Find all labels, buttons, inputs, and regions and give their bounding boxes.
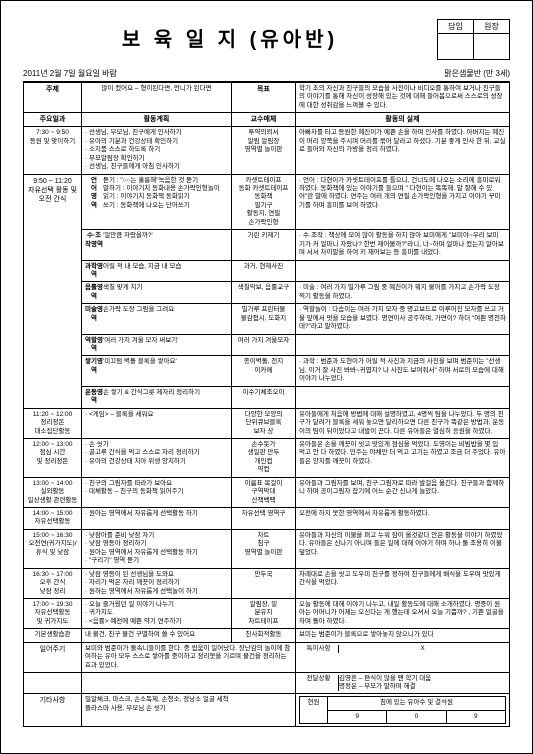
note-cell: · 역할놀이 : 다솜이는 여러 가지 모자 중 명고보드로 이루어진 모자를 … <box>296 304 510 334</box>
note-cell: · 과학 : 범준과 도현이가 어릴 적 사진과 지금의 사진을 보며 범준이는… <box>296 356 510 386</box>
time-cell: 17:00 ~ 19:30자유선택활동및 귀가지도 <box>24 598 82 628</box>
note-cell: · 언어 : 다현이가 카셋트테이프를 틀으니, 건너도에 나오는 소리에 흥미… <box>296 174 510 230</box>
note-cell: 유아들과 자신의 이불을 펴고 누워 잠이 올것같다 안은 활동을 이야기 하였… <box>296 529 510 568</box>
plan-cell: 언어영역듣기 : "○○는 훌륭해"녹음한 것 듣기말하기 : 이야기치 동화내… <box>82 174 232 230</box>
media-cell: 자유선택 영역구 <box>232 508 296 530</box>
media-cell: 다양한 모양의단위큐브블록보자 상 <box>232 408 296 438</box>
page-title: 보 육 일 지 (유아반) <box>23 19 437 52</box>
time-cell: 9:50 ~ 11:20자유선택 활동 및오전 간식 <box>24 174 82 408</box>
plan-cell: · <게임> – 블록을 세워요 <box>82 408 232 438</box>
note-cell: 보미는 범준이가 블록으로 쌓아놓지 않으니가 있다 <box>296 629 510 642</box>
cell: 교수매체 <box>232 113 296 127</box>
topic-text: 많이 컸어요 – 형이된다면, 언니가 된다면 <box>82 83 232 113</box>
time-cell: 7:30 ~ 9:50등원 및 맞이하기 <box>24 127 82 174</box>
note-cell: 오늘 활동에 대해 이야기 나누고, 내일 활동도에 대해 소개하였다. 명중이… <box>296 598 510 628</box>
plan-cell: 운동영역손 쌓기 & 간식그릇 제자리 정리하기 <box>82 386 232 408</box>
topic-label: 주제 <box>24 83 82 113</box>
etc-text: 밀알체크, 마스크, 손소독제, 손청소, 정낭소 얼굴 세척플라스마 사용, … <box>82 694 296 727</box>
plan-cell: · 오늘 즐거웠던 일 이야기 나누기· 귀가지도· <음률> 예전에 예쁜 약… <box>82 598 232 628</box>
media-cell: 손수돗가생일판 만두개인컵약컵 <box>232 438 296 477</box>
eval-row: 전달상황김영흔 – 편식이 많을 땐 학기 대움명정운 – 부모가 말하며 해결 <box>296 673 510 694</box>
note-cell: 유아들은 손을 깨끗이 씻고 맛있게 점심을 먹었다. 도영이는 비빔밥을 몇 … <box>296 438 510 477</box>
note-cell <box>296 260 510 282</box>
time-cell: 14:00 ~ 15:00자유선택활동 <box>24 508 82 530</box>
plan-cell: 음률영역색칠 맞게 치기 <box>82 282 232 304</box>
time-cell: 13:00 ~ 14:00실외활동일상생활 관련활동 <box>24 477 82 507</box>
signature-box: 담임원장 <box>437 19 510 60</box>
note-cell <box>296 386 510 408</box>
media-cell: 이수기체조오이 <box>232 386 296 408</box>
media-cell: 과거, 현재사진 <box>232 260 296 282</box>
media-cell: 카셋트테이프동화 카셋트테이프동화책필기구활동지, 연필손가락인형 <box>232 174 296 230</box>
note-cell: · 수·조작 : 책상에 모여 많이 활동을 하지 않아 보미에게 "보미야~우… <box>296 230 510 260</box>
cell <box>24 673 82 694</box>
plan-cell: · 손 씻기· 골고루 간식을 먹고 스스로 자리 정리하기· 유아의 건강상태… <box>82 438 232 477</box>
media-cell: 알림장, 밑분유지차트테이프 <box>232 598 296 628</box>
safe-row: 특이사항X <box>296 642 510 672</box>
time-cell: 기본생활습관 <box>24 629 82 642</box>
goal-label: 목표 <box>232 83 296 113</box>
note-cell: · 미술 : 여러 가지 밀가루 그림 중 혜진이가 뭐지 물어를 가지고 손가… <box>296 282 510 304</box>
time-cell: 15:00 ~ 16:30오전연(귀가지도)/휴식 및 낮잠 <box>24 529 82 568</box>
cell: 주요일과 <box>24 113 82 127</box>
read-label: 일어주기 <box>24 642 82 672</box>
goal-text: 학기 초의 자신과 친구들의 모습을 사진이나 비디오를 통하여 보거나 친구들… <box>296 83 510 113</box>
plan-cell: 내 물건, 친구 물건 구별하여 쓸 수 있어요 <box>82 629 232 642</box>
cell <box>82 673 296 694</box>
plan-cell: 쌓기영역'미끄럼 벽돌 블록을 쌓아요' <box>82 356 232 386</box>
date-left: 2011년 2월 7일 월요일 바람 <box>23 68 117 79</box>
time-cell: 12:00 ~ 13:00점심 시간및 정리정돈 <box>24 438 82 477</box>
plan-cell: · 선생님, 부모님, 친구에게 인사하기· 유아의 기분과 건강상태 확인하기… <box>82 127 232 174</box>
media-cell: 차트침구영역별 놀이판 <box>232 529 296 568</box>
cell: 활동계획 <box>82 113 232 127</box>
plan-cell: · 낮잠 영등이 된 선생님을 도와요· 자리가 먹은 자리 깨끗이 정리하기·… <box>82 568 232 598</box>
media-cell: 색칠악보, 음률교구 <box>232 282 296 304</box>
plan-cell: 과학영역어릴 적 내 모습, 지금 내 모습 <box>82 260 232 282</box>
media-cell: 투약의뢰서알림 알림장영역별 놀이판 <box>232 127 296 174</box>
etc-label: 기타사항 <box>24 694 82 727</box>
plan-cell: 수·조작영역'얼만큼 자랐을까?' <box>82 230 232 260</box>
count-box: 현원침에 있는 유아수 및 결석원909 <box>296 694 510 727</box>
media-cell: 기린 키재기 <box>232 230 296 260</box>
read-text: 보미와 범준이가 둘속니들이를 한다. 중 씹움이 일어났다. 장난감의 놀이에… <box>82 642 296 672</box>
cell: 활동의 실제 <box>296 113 510 127</box>
main-table: 주제많이 컸어요 – 형이된다면, 언니가 된다면목표학기 초의 자신과 친구들… <box>23 82 510 727</box>
plan-cell: 미술영역손가락 도장 그림을 그려요 <box>82 304 232 334</box>
media-cell: 여러 가지 겨울모자 <box>232 334 296 356</box>
note-cell: 차례대로 손을 씻고 도우미 친구를 정하여 친구들에게 배식을 도우며 맛있게… <box>296 568 510 598</box>
note-cell: 유아들과 그림자를 보며, 친구 그림자로 따라 발걸음 옮긴다. 친구들과 함… <box>296 477 510 507</box>
media-cell: 만두국 <box>232 568 296 598</box>
plan-cell: · 원아는 영역에서 자유롭게 선택활동 하기 <box>82 508 232 530</box>
plan-cell: · 친구의 그림자를 따라가 보아요· 대체활동 – 친구의 동화책 읽어주기 <box>82 477 232 507</box>
media-cell: 밀가루 프린터물물감접시, 도화지 <box>232 304 296 334</box>
note-cell: 아빠차를 타고 등원한 혜진이가 예쁜 손을 하며 인사를 하였다. 아버지는 … <box>296 127 510 174</box>
media-cell: 종이벽돌, 천지이카메 <box>232 356 296 386</box>
time-cell: 11:20 ~ 12:00정리정돈대소집단활동 <box>24 408 82 438</box>
note-cell: 유아들에게 처음에 방법에 대해 설명하였고, 4명씩 팀을 나누었다. 두 명… <box>296 408 510 438</box>
note-cell: 오전에 하지 못한 영역에서 자유롭게 활동하였다. <box>296 508 510 530</box>
note-cell <box>296 334 510 356</box>
plan-cell: · 낮잠아를 준비 낮잠 자기· 낮잠 영등아 정리하기· 원아는 영역에서 자… <box>82 529 232 568</box>
plan-cell: 역할영역'여러 가지 겨울 모자 써보기' <box>82 334 232 356</box>
media-cell: 이름표 목걸이구역막대산책백팩 <box>232 477 296 507</box>
time-cell: 16:30 ~ 17:00오후 간식낮잠 정리 <box>24 568 82 598</box>
media-cell: 친사회적활동 <box>232 629 296 642</box>
date-right: 맑은샘물반 (만 3세) <box>444 68 510 79</box>
